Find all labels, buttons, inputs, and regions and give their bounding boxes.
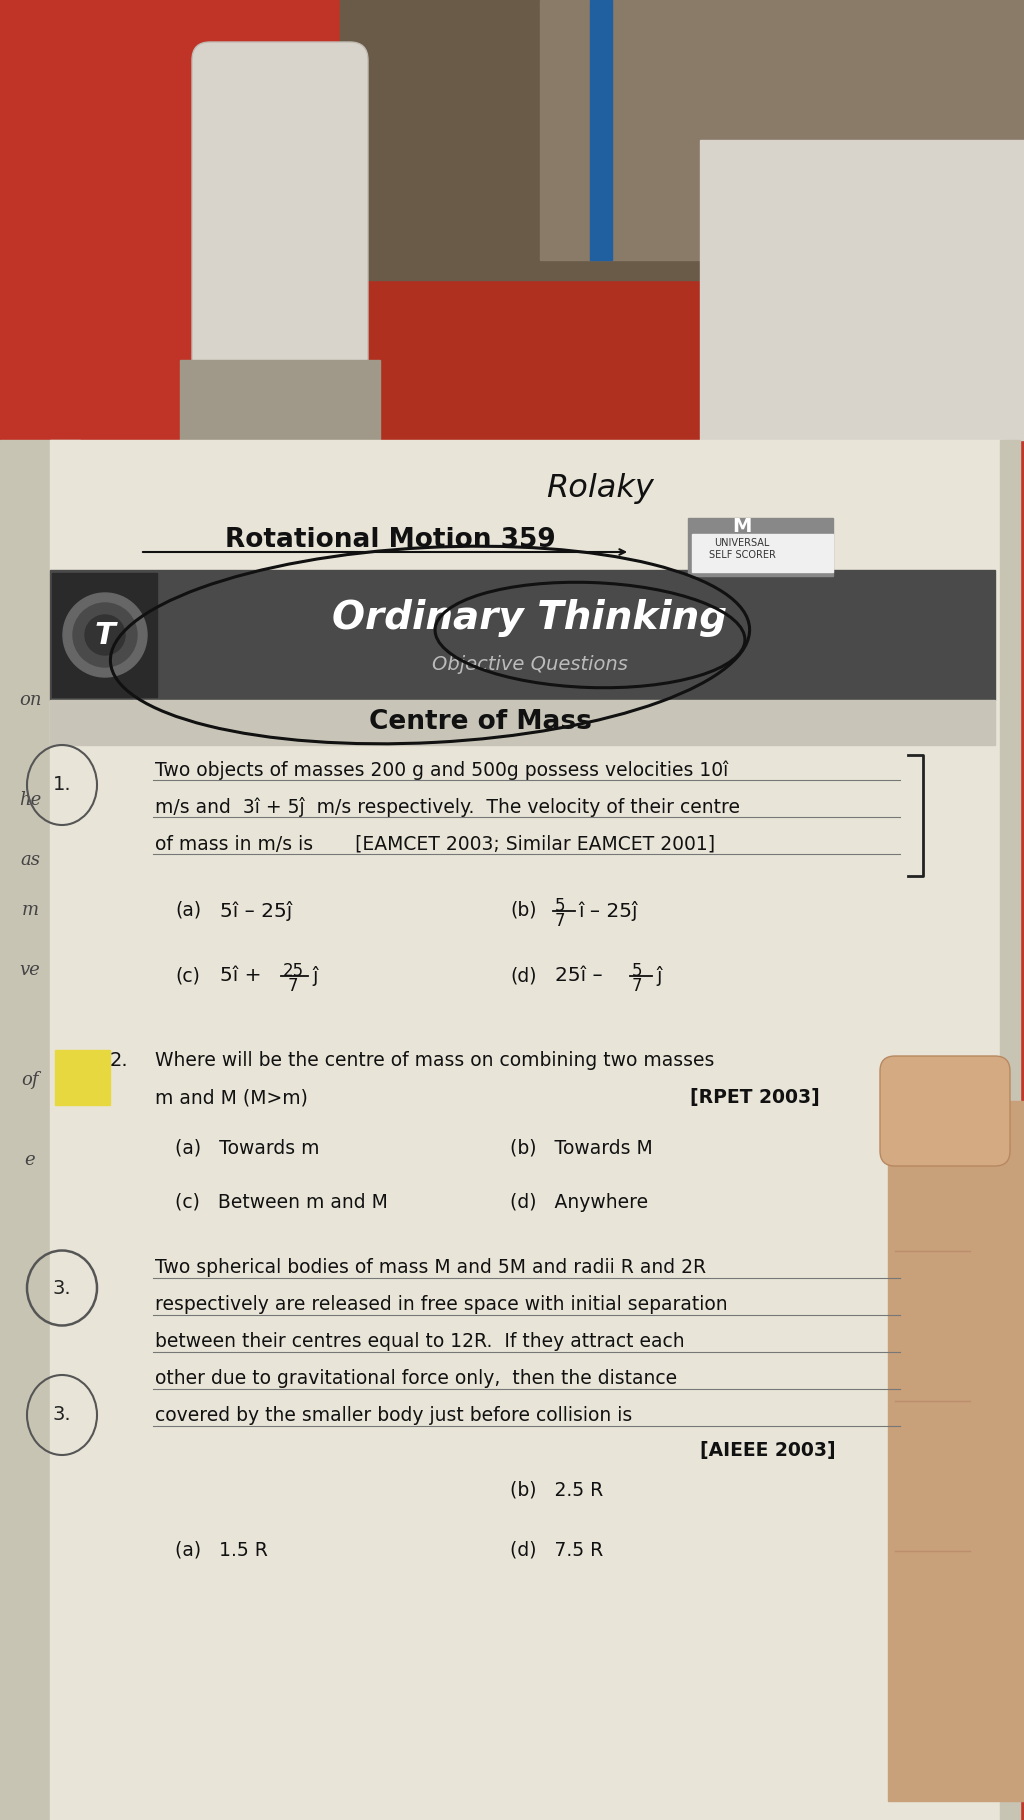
Text: 5: 5	[632, 963, 642, 979]
Text: he: he	[18, 792, 41, 810]
Text: Two spherical bodies of mass M and 5M and radii R and 2R: Two spherical bodies of mass M and 5M an…	[155, 1258, 707, 1278]
Text: Rotational Motion 359: Rotational Motion 359	[224, 528, 555, 553]
FancyBboxPatch shape	[880, 1056, 1010, 1167]
Text: Rolaky: Rolaky	[546, 473, 654, 504]
Text: (b)   Towards M: (b) Towards M	[510, 1138, 652, 1158]
Text: between their centres equal to 12R.  If they attract each: between their centres equal to 12R. If t…	[155, 1332, 685, 1350]
Text: M: M	[732, 517, 752, 535]
Text: (c): (c)	[175, 966, 200, 985]
Text: T: T	[94, 621, 116, 650]
Text: Where will be the centre of mass on combining two masses: Where will be the centre of mass on comb…	[155, 1050, 715, 1070]
Text: 7: 7	[555, 912, 565, 930]
Text: 1.: 1.	[52, 775, 72, 795]
Text: 25î –: 25î –	[555, 966, 603, 985]
Bar	[50, 701, 995, 744]
Text: î – 25ĵ: î – 25ĵ	[578, 901, 638, 921]
Text: respectively are released in free space with initial separation: respectively are released in free space …	[155, 1296, 728, 1314]
Bar	[52, 573, 157, 697]
Text: Objective Questions: Objective Questions	[432, 655, 628, 675]
Text: Two objects of masses 200 g and 500g possess velocities 10î: Two objects of masses 200 g and 500g pos…	[155, 761, 728, 779]
Bar	[0, 440, 80, 1820]
Text: of mass in m/s is       [EAMCET 2003; Similar EAMCET 2001]: of mass in m/s is [EAMCET 2003; Similar …	[155, 834, 715, 854]
Text: m: m	[22, 901, 39, 919]
Text: m/s and  3î + 5ĵ  m/s respectively.  The velocity of their centre: m/s and 3î + 5ĵ m/s respectively. The ve…	[155, 797, 740, 817]
Bar	[340, 0, 1024, 280]
Text: 5î +: 5î +	[220, 966, 261, 985]
Text: m and M (M>m): m and M (M>m)	[155, 1088, 308, 1107]
Text: (a)   Towards m: (a) Towards m	[175, 1138, 319, 1158]
Circle shape	[73, 602, 137, 666]
Text: UNIVERSAL
SELF SCORER: UNIVERSAL SELF SCORER	[709, 537, 775, 561]
Bar	[888, 1101, 1024, 1802]
Text: covered by the smaller body just before collision is: covered by the smaller body just before …	[155, 1407, 632, 1425]
Text: (b): (b)	[510, 901, 537, 919]
Text: of: of	[22, 1070, 39, 1088]
Text: (a): (a)	[175, 901, 201, 919]
Text: ĵ: ĵ	[656, 966, 662, 986]
Text: 7: 7	[288, 977, 299, 996]
Text: ĵ: ĵ	[312, 966, 317, 986]
Text: 5: 5	[555, 897, 565, 915]
Circle shape	[63, 593, 147, 677]
Text: [AIEEE 2003]: [AIEEE 2003]	[700, 1441, 836, 1460]
Text: (d): (d)	[510, 966, 537, 985]
Text: on: on	[18, 692, 41, 710]
Text: ve: ve	[19, 961, 40, 979]
Text: 3.: 3.	[52, 1278, 72, 1298]
Text: 7: 7	[632, 977, 642, 996]
Text: (d)   7.5 R: (d) 7.5 R	[510, 1542, 603, 1560]
Bar	[688, 519, 833, 575]
Text: as: as	[20, 852, 40, 868]
Text: e: e	[25, 1150, 35, 1168]
Text: (a)   1.5 R: (a) 1.5 R	[175, 1542, 268, 1560]
Text: (c)   Between m and M: (c) Between m and M	[175, 1192, 388, 1212]
Bar	[0, 0, 1024, 440]
Text: 25: 25	[283, 963, 304, 979]
Bar	[50, 440, 1005, 1820]
Text: 2.: 2.	[110, 1050, 129, 1070]
Bar	[590, 0, 612, 260]
Circle shape	[85, 615, 125, 655]
Bar	[180, 360, 380, 440]
Text: 3.: 3.	[52, 1405, 72, 1425]
FancyBboxPatch shape	[193, 42, 368, 439]
Bar	[540, 0, 1024, 260]
Bar	[1000, 440, 1020, 1820]
Text: (d)   Anywhere: (d) Anywhere	[510, 1192, 648, 1212]
Text: Centre of Mass: Centre of Mass	[369, 710, 592, 735]
Bar	[50, 570, 995, 701]
Bar	[55, 1050, 110, 1105]
Bar	[700, 140, 1024, 440]
Text: Ordinary Thinking: Ordinary Thinking	[333, 599, 728, 637]
Text: (b)   2.5 R: (b) 2.5 R	[510, 1481, 603, 1500]
Text: 5î – 25ĵ: 5î – 25ĵ	[220, 901, 292, 921]
Bar	[692, 533, 833, 571]
Text: [RPET 2003]: [RPET 2003]	[690, 1088, 820, 1107]
Text: other due to gravitational force only,  then the distance: other due to gravitational force only, t…	[155, 1369, 677, 1389]
Bar	[0, 0, 340, 440]
